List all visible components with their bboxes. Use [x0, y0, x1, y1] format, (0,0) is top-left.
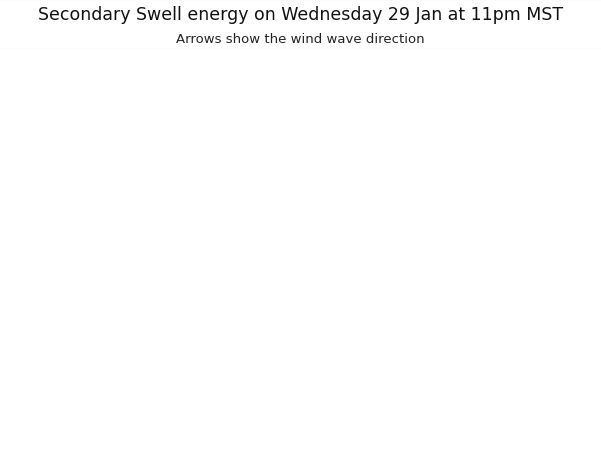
Text: Arrows show the wind wave direction: Arrows show the wind wave direction: [176, 32, 425, 45]
Text: cartopy required: cartopy required: [243, 250, 358, 263]
Text: Secondary Swell energy on Wednesday 29 Jan at 11pm MST: Secondary Swell energy on Wednesday 29 J…: [38, 6, 563, 24]
